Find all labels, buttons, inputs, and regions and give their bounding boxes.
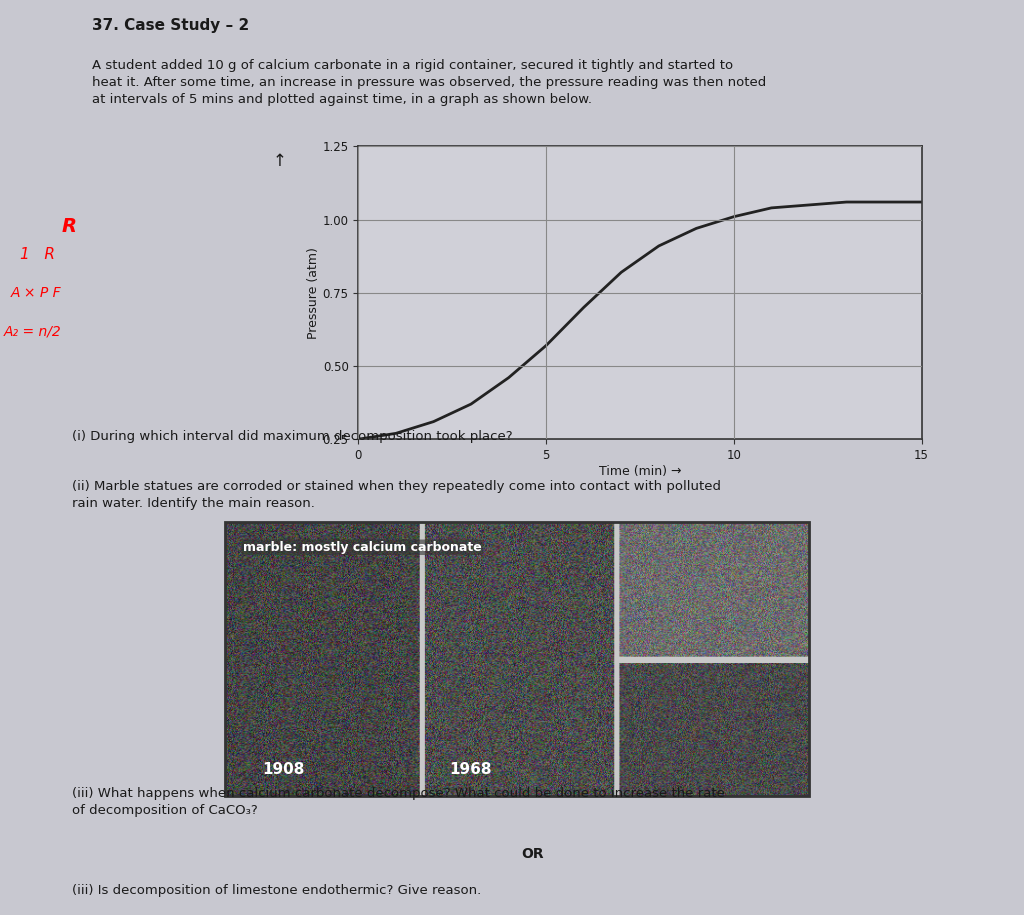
Text: A₂ = n/2: A₂ = n/2 (4, 325, 61, 339)
Text: marble: mostly calcium carbonate: marble: mostly calcium carbonate (243, 541, 481, 554)
Text: R: R (61, 218, 77, 236)
Y-axis label: Pressure (atm): Pressure (atm) (307, 247, 319, 339)
Text: A × P F: A × P F (10, 285, 60, 300)
X-axis label: Time (min) →: Time (min) → (599, 465, 681, 478)
Text: 37. Case Study – 2: 37. Case Study – 2 (92, 18, 250, 33)
Text: 1968: 1968 (450, 762, 492, 777)
Text: ↑: ↑ (272, 152, 287, 170)
Text: (ii) Marble statues are corroded or stained when they repeatedly come into conta: (ii) Marble statues are corroded or stai… (72, 480, 721, 511)
Text: 1908: 1908 (262, 762, 305, 777)
Text: 1   R: 1 R (20, 247, 55, 262)
Text: (i) During which interval did maximum decomposition took place?: (i) During which interval did maximum de… (72, 430, 512, 443)
Text: (iii) What happens when calcium carbonate decompose? What could be done to incre: (iii) What happens when calcium carbonat… (72, 787, 725, 817)
Text: A student added 10 g of calcium carbonate in a rigid container, secured it tight: A student added 10 g of calcium carbonat… (92, 59, 766, 106)
Text: (iii) Is decomposition of limestone endothermic? Give reason.: (iii) Is decomposition of limestone endo… (72, 884, 481, 897)
Text: OR: OR (521, 847, 544, 861)
